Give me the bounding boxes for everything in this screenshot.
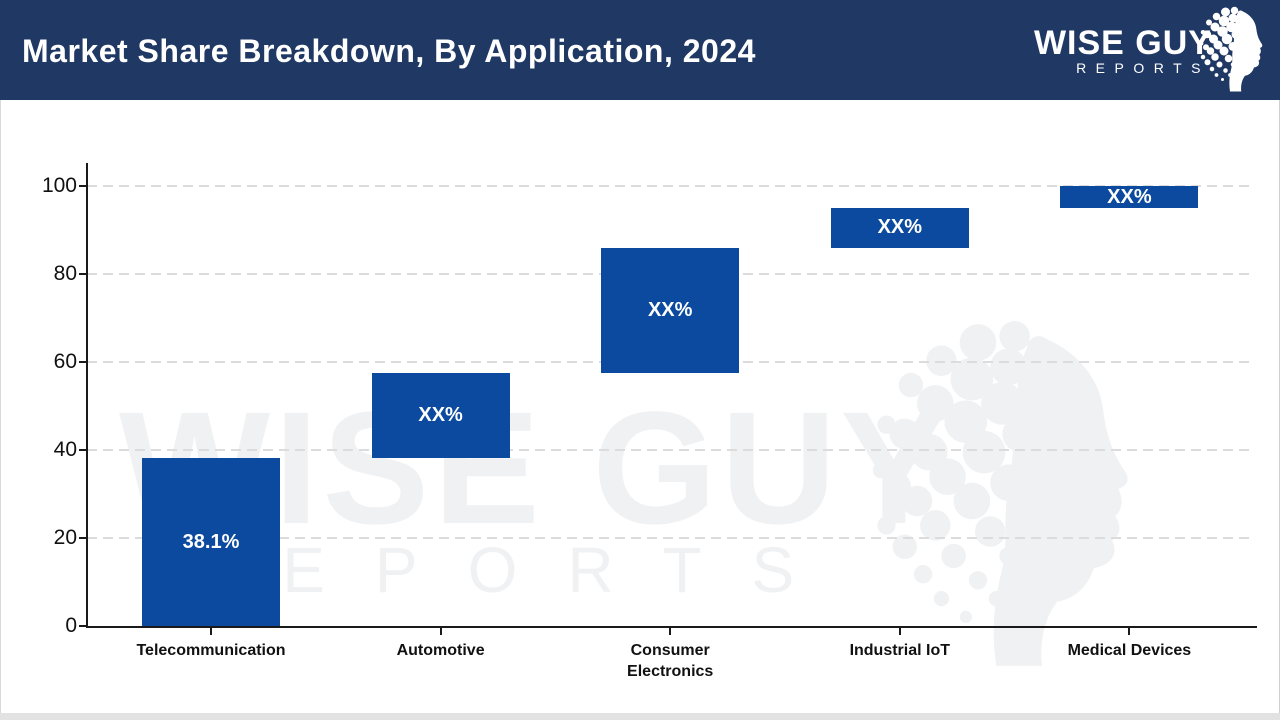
bar: 38.1% [142,458,280,626]
x-tick-label: Consumer Electronics [627,642,714,680]
x-tick-label: Telecommunication [136,642,286,659]
footer-strip [0,713,1280,720]
y-tick-mark [79,449,87,451]
logo-wordmark: WISE GUY [1033,24,1212,62]
y-tick-mark [79,273,87,275]
gridline [87,537,1253,539]
x-tick-label: Automotive [396,642,485,659]
x-tick-mark [1128,628,1131,635]
x-tick-mark [898,628,901,635]
gridline [87,449,1253,451]
y-tick-label: 20 [53,526,77,549]
y-tick-label: 80 [53,262,77,285]
header-bar: Market Share Breakdown, By Application, … [0,0,1280,100]
gridline [87,185,1253,187]
x-tick-label: Industrial IoT [849,642,951,659]
bar-value-label: XX% [647,299,693,321]
bar-value-label: XX% [1107,185,1152,208]
brand-logo: WISE GUY REPORTS [1034,0,1274,100]
x-axis-line [86,626,1257,628]
y-tick-label: 0 [65,614,77,637]
y-axis-line [86,163,88,628]
bar-value-label: XX% [877,216,923,239]
bar: XX% [1060,185,1199,208]
x-tick-mark [210,628,212,635]
logo-subtitle: REPORTS [1076,60,1210,76]
logo-head-icon [1199,6,1263,92]
y-tick-mark [79,185,87,187]
bar-value-label: 38.1% [182,530,240,553]
y-tick-mark [79,625,87,627]
y-tick-label: 100 [41,174,77,197]
y-tick-mark [79,537,87,539]
x-tick-label: Medical Devices [1067,642,1192,659]
bar-value-label: XX% [418,404,463,427]
bar: XX% [601,247,740,374]
bar: XX% [830,208,969,248]
page-title: Market Share Breakdown, By Application, … [22,33,756,69]
y-tick-label: 40 [53,438,77,461]
y-tick-label: 60 [53,350,77,373]
bar: XX% [371,373,510,459]
x-tick-mark [669,628,672,635]
x-tick-mark [439,628,442,635]
y-tick-mark [79,361,87,363]
